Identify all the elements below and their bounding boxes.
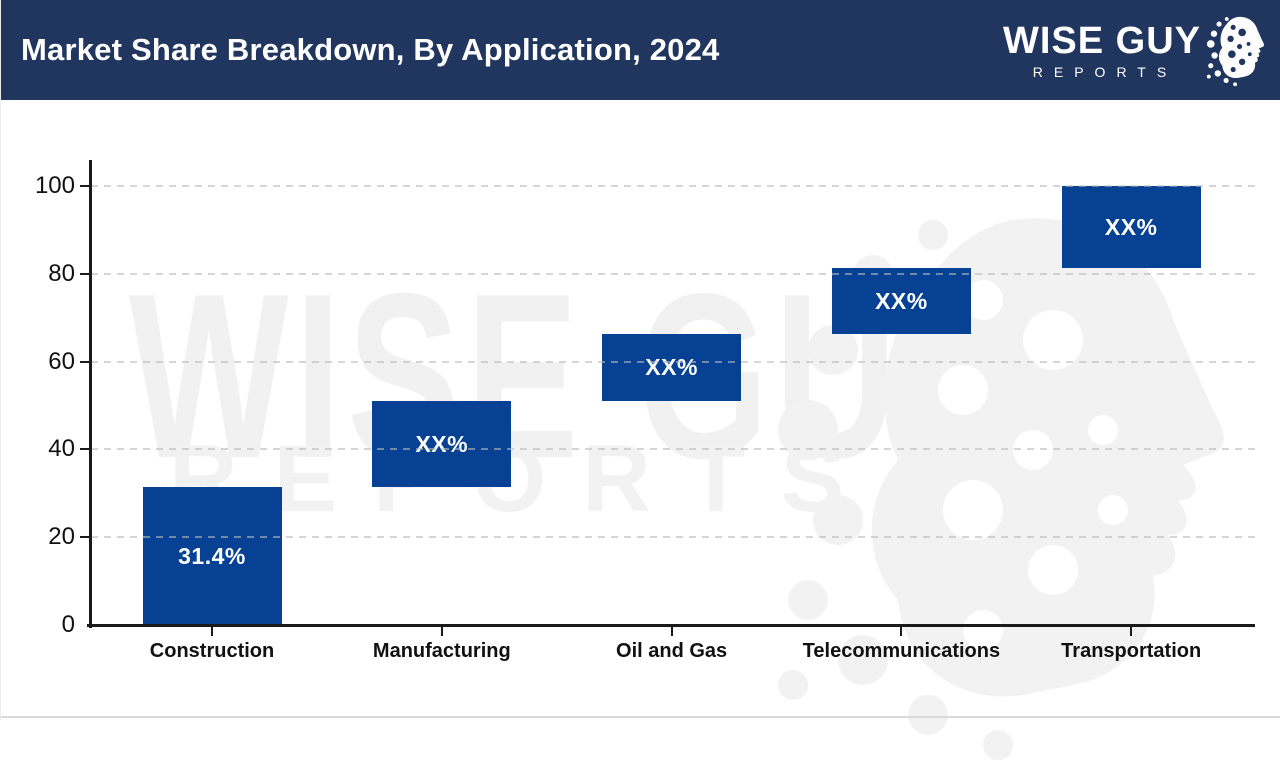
bar: 31.4%	[142, 487, 282, 625]
x-tick	[900, 627, 903, 636]
chart-area: WISE GUY REPORTS 0 20 40 60 80 100 31.4% Constr…	[1, 100, 1280, 760]
brand-logo-text: WISE GUY REPORTS	[1003, 22, 1201, 80]
y-tick-label: 100	[34, 172, 75, 199]
gridline	[91, 360, 1255, 363]
y-axis-line	[89, 160, 92, 628]
bar-value-label: XX%	[875, 287, 928, 314]
bar: XX%	[1061, 186, 1201, 269]
bottom-divider	[1, 716, 1280, 718]
logo-face-icon	[1206, 16, 1264, 87]
x-category-label: Manufacturing	[372, 640, 511, 662]
bar: XX%	[831, 268, 971, 334]
page-title: Market Share Breakdown, By Application, …	[21, 32, 720, 67]
gridline	[91, 272, 1255, 275]
y-tick	[80, 272, 89, 275]
y-tick-label: 0	[61, 611, 75, 638]
y-tick-label: 60	[48, 347, 75, 375]
y-tick	[80, 360, 89, 363]
x-category-label: Transportation	[1061, 640, 1202, 662]
bar: XX%	[602, 333, 742, 402]
header: Market Share Breakdown, By Application, …	[1, 0, 1280, 100]
bar-value-label: XX%	[1104, 213, 1158, 240]
x-tick	[1130, 627, 1133, 636]
y-tick	[80, 185, 89, 187]
y-tick	[80, 536, 89, 539]
bar-value-label: XX%	[645, 354, 698, 381]
x-category-label: Oil and Gas	[616, 640, 728, 662]
x-axis-line	[87, 624, 1255, 627]
bar-value-label: XX%	[415, 430, 469, 457]
brand-logo: WISE GUY REPORTS	[1003, 8, 1269, 94]
gridline	[91, 185, 1255, 187]
x-category-label: Construction	[149, 640, 275, 662]
bar-value-label: 31.4%	[178, 542, 246, 569]
gridline	[91, 536, 1255, 539]
x-tick	[670, 627, 673, 636]
x-tick	[211, 627, 213, 636]
y-tick	[80, 448, 89, 451]
x-category-label: Telecommunications	[802, 640, 1001, 662]
bar: XX%	[372, 401, 512, 488]
y-tick-label: 80	[48, 259, 75, 287]
logo-wordmark: WISE GUY	[1002, 20, 1201, 62]
y-tick-label: 20	[48, 523, 75, 551]
y-tick-label: 40	[48, 435, 75, 463]
x-tick	[440, 627, 443, 636]
logo-subtext: REPORTS	[1032, 64, 1178, 80]
gridline	[91, 448, 1255, 451]
